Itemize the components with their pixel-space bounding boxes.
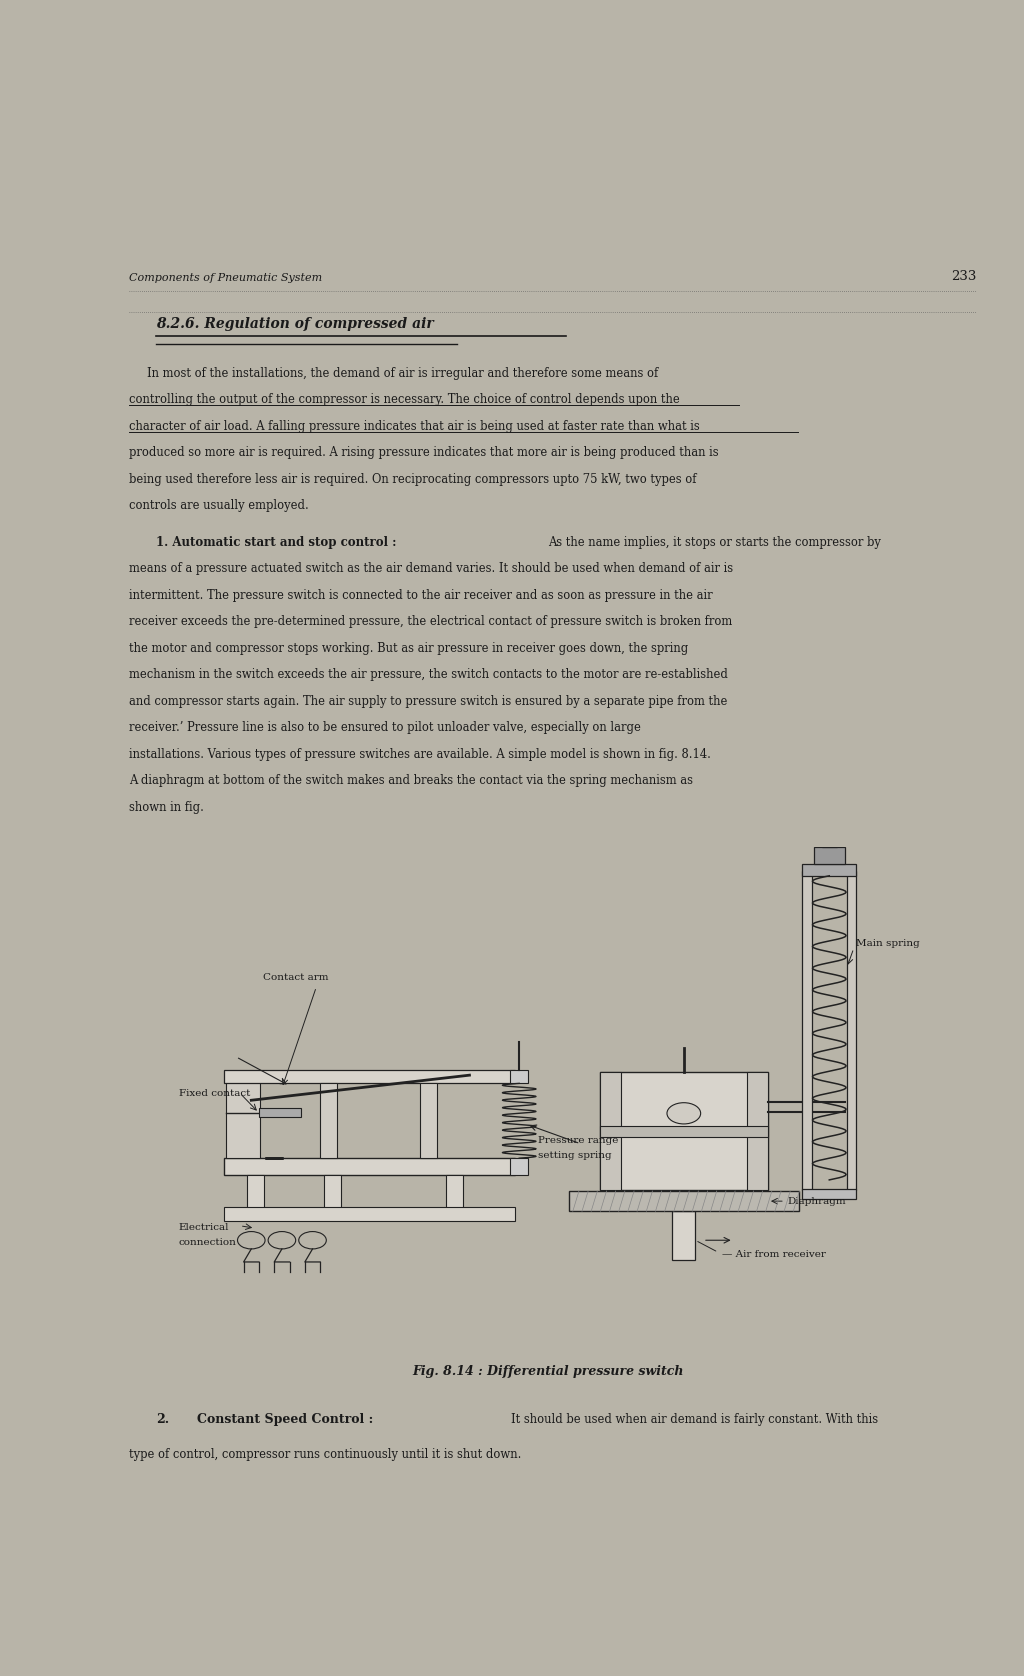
Bar (259, 1108, 301, 1118)
Text: controlling the output of the compressor is necessary. The choice of control dep: controlling the output of the compressor… (129, 394, 679, 406)
Text: Main spring: Main spring (856, 939, 920, 949)
Bar (814, 846, 845, 863)
Bar (420, 1083, 436, 1158)
Text: A diaphragm at bottom of the switch makes and breaks the contact via the spring : A diaphragm at bottom of the switch make… (129, 774, 692, 788)
Bar (224, 1069, 515, 1083)
Text: produced so more air is required. A rising pressure indicates that more air is b: produced so more air is required. A risi… (129, 446, 718, 459)
Text: and compressor starts again. The air supply to pressure switch is ensured by a s: and compressor starts again. The air sup… (129, 696, 727, 707)
Text: 2.: 2. (156, 1413, 169, 1426)
Text: connection: connection (178, 1239, 237, 1247)
Bar (321, 1083, 337, 1158)
Bar (821, 835, 837, 846)
Bar (803, 863, 856, 877)
Text: the motor and compressor stops working. But as air pressure in receiver goes dow: the motor and compressor stops working. … (129, 642, 688, 655)
Text: receiver exceeds the pre-determined pressure, the electrical contact of pressure: receiver exceeds the pre-determined pres… (129, 615, 732, 628)
Bar (224, 1158, 515, 1175)
Bar (803, 872, 812, 1190)
Bar (746, 1073, 768, 1190)
Circle shape (667, 1103, 700, 1125)
Text: Contact arm: Contact arm (263, 974, 329, 982)
Bar (673, 1212, 695, 1260)
Text: As the name implies, it stops or starts the compressor by: As the name implies, it stops or starts … (548, 536, 881, 548)
Text: Components of Pneumatic System: Components of Pneumatic System (129, 273, 322, 283)
Text: — Air from receiver: — Air from receiver (722, 1250, 826, 1259)
Text: receiver.’ Pressure line is also to be ensured to pilot unloader valve, especial: receiver.’ Pressure line is also to be e… (129, 721, 640, 734)
Text: Fixed contact: Fixed contact (178, 1088, 250, 1098)
Bar (569, 1192, 799, 1212)
Bar (248, 1175, 264, 1208)
Text: mechanism in the switch exceeds the air pressure, the switch contacts to the mot: mechanism in the switch exceeds the air … (129, 669, 727, 680)
Text: character of air load. A falling pressure indicates that air is being used at fa: character of air load. A falling pressur… (129, 419, 699, 432)
Text: 233: 233 (951, 270, 976, 283)
Bar (600, 1126, 768, 1136)
Bar (226, 1071, 260, 1158)
Text: In most of the installations, the demand of air is irregular and therefore some : In most of the installations, the demand… (146, 367, 658, 379)
Bar (324, 1175, 341, 1208)
Bar (224, 1207, 515, 1220)
Text: type of control, compressor runs continuously until it is shut down.: type of control, compressor runs continu… (129, 1448, 521, 1461)
Text: Pressure range: Pressure range (539, 1136, 618, 1145)
Text: Diaphragm: Diaphragm (787, 1197, 846, 1207)
Text: setting spring: setting spring (539, 1151, 612, 1160)
Bar (847, 872, 856, 1190)
Text: 1. Automatic start and stop control :: 1. Automatic start and stop control : (156, 536, 396, 548)
Bar (600, 1073, 768, 1190)
Text: Electrical: Electrical (178, 1223, 229, 1232)
Text: Constant Speed Control :: Constant Speed Control : (197, 1413, 373, 1426)
Text: intermittent. The pressure switch is connected to the air receiver and as soon a: intermittent. The pressure switch is con… (129, 588, 713, 602)
Text: means of a pressure actuated switch as the air demand varies. It should be used : means of a pressure actuated switch as t… (129, 561, 733, 575)
Text: Fig. 8.14 : Differential pressure switch: Fig. 8.14 : Differential pressure switch (412, 1364, 684, 1378)
Text: installations. Various types of pressure switches are available. A simple model : installations. Various types of pressure… (129, 747, 711, 761)
Text: shown in fig.: shown in fig. (129, 801, 204, 815)
Text: being used therefore less air is required. On reciprocating compressors upto 75 : being used therefore less air is require… (129, 473, 696, 486)
Bar (510, 1158, 528, 1175)
Text: It should be used when air demand is fairly constant. With this: It should be used when air demand is fai… (511, 1413, 879, 1426)
Text: 8.2.6. Regulation of compressed air: 8.2.6. Regulation of compressed air (156, 317, 433, 332)
Bar (803, 1188, 856, 1200)
Bar (600, 1073, 621, 1190)
Bar (510, 1069, 528, 1083)
Text: controls are usually employed.: controls are usually employed. (129, 499, 308, 513)
Bar (815, 825, 843, 835)
Bar (446, 1175, 463, 1208)
